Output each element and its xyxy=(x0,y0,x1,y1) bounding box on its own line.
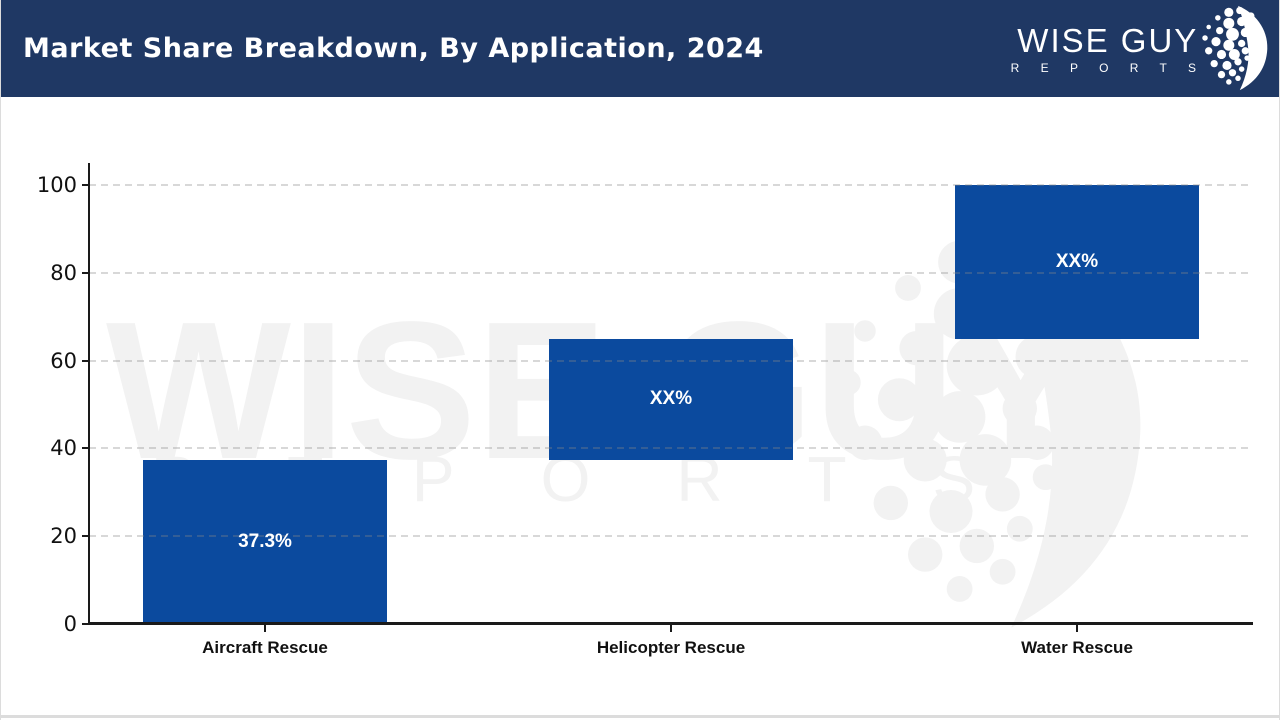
y-axis-label-40: 40 xyxy=(50,436,77,461)
logo-wiseguy-text: WISE GUY xyxy=(1017,22,1199,59)
bar-value-label-water-rescue: XX% xyxy=(1055,250,1099,272)
y-axis-tick-0 xyxy=(82,623,89,625)
x-axis-label-aircraft-rescue: Aircraft Rescue xyxy=(202,638,328,657)
y-axis-label-100: 100 xyxy=(36,173,77,197)
page-title: Market Share Breakdown, By Application, … xyxy=(23,33,764,64)
logo-reports-text: R E P O R T S xyxy=(1010,61,1205,75)
x-axis-label-water-rescue: Water Rescue xyxy=(1021,638,1133,657)
y-axis-spine xyxy=(88,163,90,624)
logo-face-icon xyxy=(1202,5,1268,91)
x-axis-label-helicopter-rescue: Helicopter Rescue xyxy=(596,638,746,657)
gridline-40 xyxy=(89,447,1253,450)
gridline-80 xyxy=(89,271,1253,274)
wise-guy-reports-logo: WISE GUY R E P O R T S xyxy=(1011,0,1273,97)
x-axis-spine xyxy=(89,622,1253,625)
y-axis-label-80: 80 xyxy=(50,260,77,285)
bar-aircraft-rescue xyxy=(143,460,387,624)
x-axis-tick-water-rescue xyxy=(1076,625,1078,632)
bar-value-label-helicopter-rescue: XX% xyxy=(649,388,693,410)
bar-helicopter-rescue xyxy=(549,338,793,461)
y-axis-label-60: 60 xyxy=(50,348,77,373)
logo-text: WISE GUY R E P O R T S xyxy=(1011,22,1205,75)
gridline-100 xyxy=(89,184,1253,186)
gridline-60 xyxy=(89,359,1253,362)
y-axis-label-20: 20 xyxy=(50,524,77,549)
y-axis-tick-80 xyxy=(82,271,89,274)
y-axis-tick-60 xyxy=(82,359,89,362)
gridline-20 xyxy=(89,535,1253,538)
y-axis-label-0: 0 xyxy=(63,612,77,636)
x-axis-tick-helicopter-rescue xyxy=(670,625,672,632)
bar-value-label-aircraft-rescue: 37.3% xyxy=(238,531,292,553)
x-axis-tick-aircraft-rescue xyxy=(264,625,266,632)
header-bar: Market Share Breakdown, By Application, … xyxy=(1,0,1279,97)
footer-divider xyxy=(1,715,1279,718)
y-axis-tick-40 xyxy=(82,447,89,450)
y-axis-tick-100 xyxy=(82,184,89,186)
y-axis-tick-20 xyxy=(82,535,89,538)
